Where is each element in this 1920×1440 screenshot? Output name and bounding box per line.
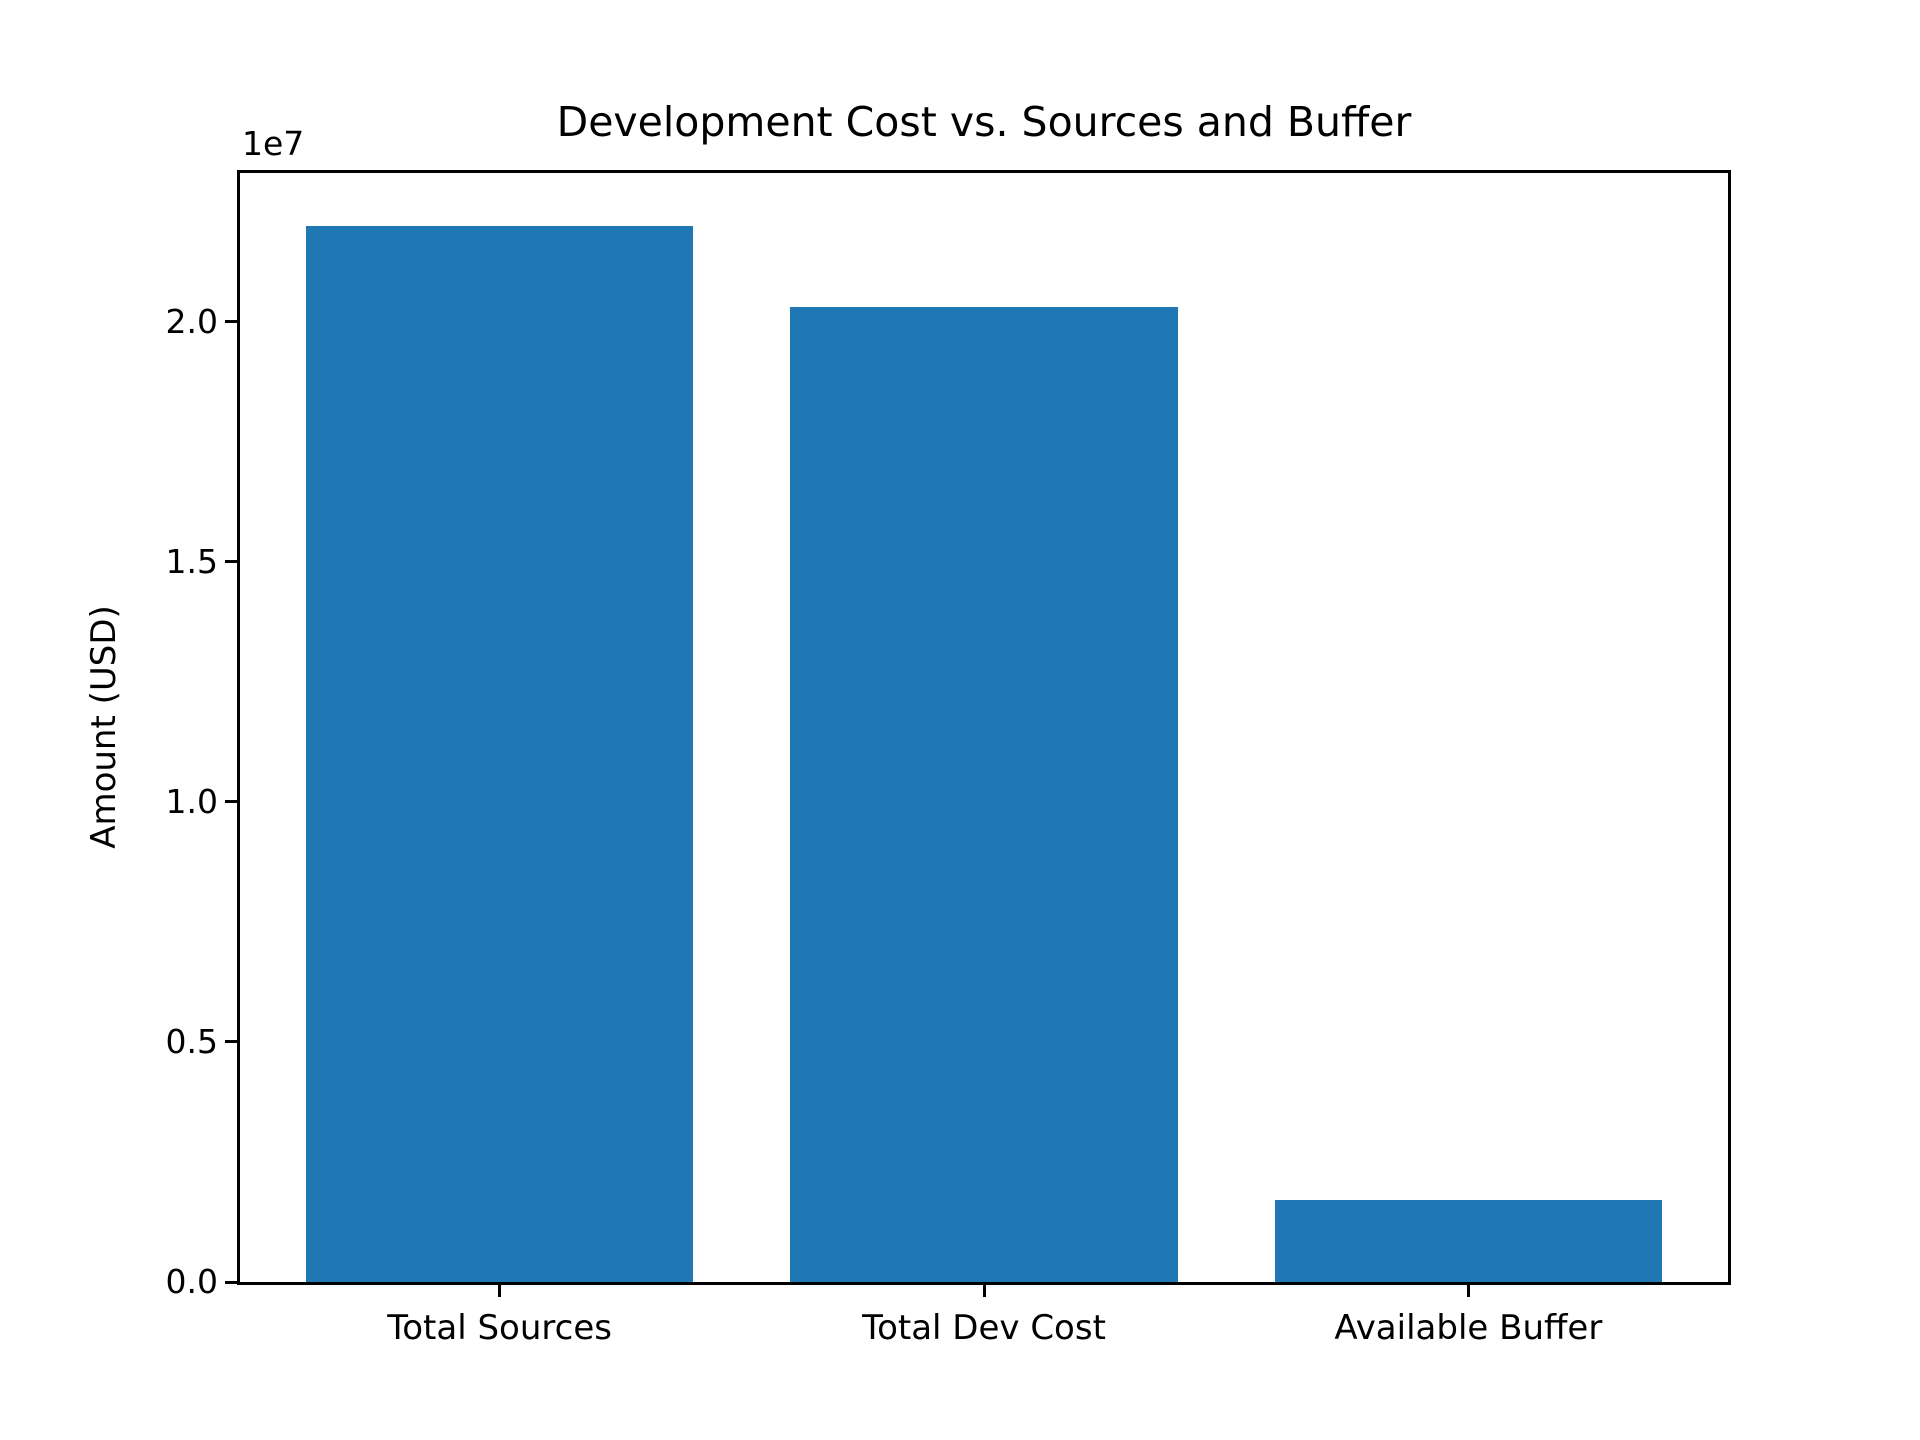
y-tick-label: 0.5 <box>165 1021 218 1061</box>
y-axis-offset-label: 1e7 <box>242 124 305 163</box>
y-tick-mark <box>225 1040 237 1044</box>
x-tick-label: Total Sources <box>387 1308 612 1348</box>
bar <box>790 307 1178 1282</box>
bar <box>1274 1200 1663 1282</box>
x-tick-mark <box>498 1285 502 1297</box>
x-tick-mark <box>982 1285 986 1297</box>
y-tick-label: 1.5 <box>165 541 218 581</box>
y-tick-mark <box>225 800 237 804</box>
x-tick-label: Available Buffer <box>1334 1308 1603 1348</box>
y-tick-label: 1.0 <box>165 781 218 821</box>
bar <box>305 225 694 1282</box>
y-tick-mark <box>225 560 237 564</box>
y-tick-label: 2.0 <box>165 301 218 341</box>
y-tick-mark <box>225 1280 237 1284</box>
y-tick-label: 0.0 <box>165 1262 218 1301</box>
x-tick-label: Total Dev Cost <box>862 1308 1106 1348</box>
y-tick-mark <box>225 320 237 324</box>
x-tick-mark <box>1466 1285 1470 1297</box>
chart-title: Development Cost vs. Sources and Buffer <box>556 98 1412 146</box>
